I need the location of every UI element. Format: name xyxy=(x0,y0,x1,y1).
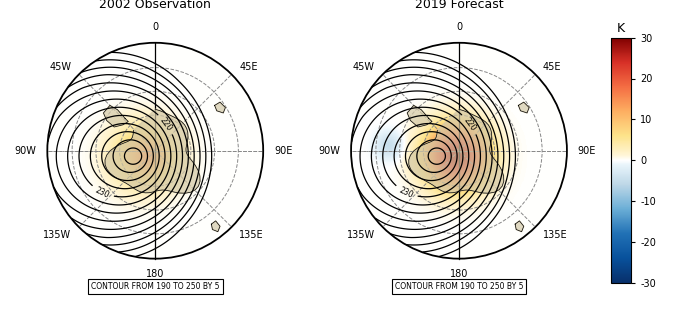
Polygon shape xyxy=(103,106,128,127)
Title: 2019 Forecast: 2019 Forecast xyxy=(414,0,504,11)
Polygon shape xyxy=(515,221,524,232)
Text: 180: 180 xyxy=(146,269,165,279)
Text: 90E: 90E xyxy=(274,146,292,156)
Polygon shape xyxy=(215,102,225,113)
Polygon shape xyxy=(211,221,220,232)
Title: K: K xyxy=(617,22,625,35)
Text: 135E: 135E xyxy=(543,230,568,240)
Polygon shape xyxy=(518,102,529,113)
Text: 220: 220 xyxy=(462,116,478,133)
Title: 2002 Observation: 2002 Observation xyxy=(99,0,211,11)
Text: 0: 0 xyxy=(152,22,159,32)
Text: 0: 0 xyxy=(456,22,462,32)
Text: 45E: 45E xyxy=(543,62,562,72)
Circle shape xyxy=(46,42,265,260)
Text: 90E: 90E xyxy=(578,146,596,156)
Text: 220: 220 xyxy=(158,116,174,133)
Polygon shape xyxy=(407,106,432,127)
Text: CONTOUR FROM 190 TO 250 BY 5: CONTOUR FROM 190 TO 250 BY 5 xyxy=(395,282,523,291)
Text: 180: 180 xyxy=(450,269,468,279)
Text: 135E: 135E xyxy=(239,230,264,240)
Text: 135W: 135W xyxy=(43,230,72,240)
Text: 45W: 45W xyxy=(49,62,72,72)
Circle shape xyxy=(350,42,568,260)
Polygon shape xyxy=(409,109,504,193)
Text: 135W: 135W xyxy=(347,230,375,240)
Text: 90W: 90W xyxy=(319,146,340,156)
Text: 90W: 90W xyxy=(15,146,36,156)
Text: 230: 230 xyxy=(398,185,414,200)
Text: CONTOUR FROM 190 TO 250 BY 5: CONTOUR FROM 190 TO 250 BY 5 xyxy=(91,282,219,291)
Text: 230: 230 xyxy=(94,185,111,200)
Text: 45E: 45E xyxy=(239,62,258,72)
Text: 45W: 45W xyxy=(353,62,375,72)
Polygon shape xyxy=(105,109,200,193)
